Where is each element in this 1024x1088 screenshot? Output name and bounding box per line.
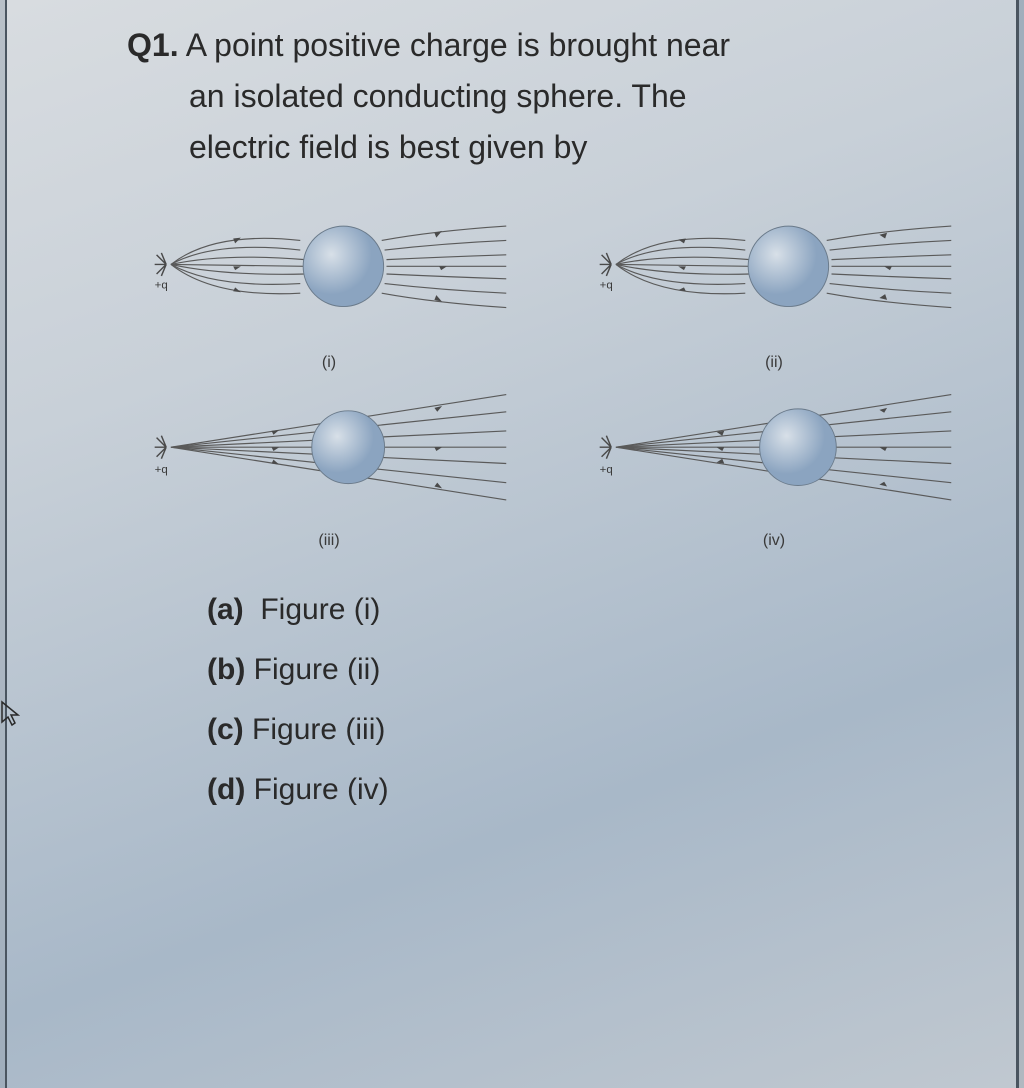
options-list: (a) Figure (i) (b) Figure (ii) (c) Figur… [127,580,976,820]
diagram-3: +q (iii) [147,382,511,550]
charge-point-1: +q [155,252,168,290]
option-c-text: Figure (iii) [252,713,385,746]
question-line3: electric field is best given by [127,129,587,165]
diagram-1-svg: +q [147,204,511,344]
charge-label-2: +q [600,279,613,291]
option-b-text: Figure (ii) [254,653,381,686]
option-a: (a) Figure (i) [207,580,976,640]
diagram-4: +q (iv) [592,382,956,550]
question-line2: an isolated conducting sphere. The [127,78,687,114]
diagram-1-label: (i) [147,354,511,372]
question-line1: A point positive charge is brought near [186,27,730,63]
option-c-label: (c) [207,713,244,746]
charge-label-1: +q [155,279,168,291]
diagrams-row-2: +q (iii) [127,382,976,550]
diagram-3-svg: +q [147,382,511,522]
charge-point-2: +q [600,252,613,290]
diagram-1: +q [147,204,511,372]
charge-label-3: +q [155,464,168,476]
option-c: (c) Figure (iii) [207,700,976,760]
diagram-3-label: (iii) [147,532,511,550]
question-label: Q1. [127,27,179,63]
option-a-text: Figure (i) [260,593,380,626]
diagram-2-svg: +q [592,204,956,344]
diagrams-row-1: +q [127,204,976,372]
diagram-4-svg: +q [592,382,956,522]
option-b: (b) Figure (ii) [207,640,976,700]
diagram-2-label: (ii) [592,354,956,372]
diagram-4-label: (iv) [592,532,956,550]
option-a-label: (a) [207,593,244,626]
question-text: Q1. A point positive charge is brought n… [127,20,976,174]
option-d-label: (d) [207,773,245,806]
page-container: Q1. A point positive charge is brought n… [5,0,1019,1088]
cursor-icon [0,700,20,735]
charge-point-4: +q [600,435,613,475]
charge-point-3: +q [155,435,168,475]
option-b-label: (b) [207,653,245,686]
charge-label-4: +q [600,464,613,476]
option-d-text: Figure (iv) [254,773,389,806]
option-d: (d) Figure (iv) [207,760,976,820]
diagram-2: +q [592,204,956,372]
